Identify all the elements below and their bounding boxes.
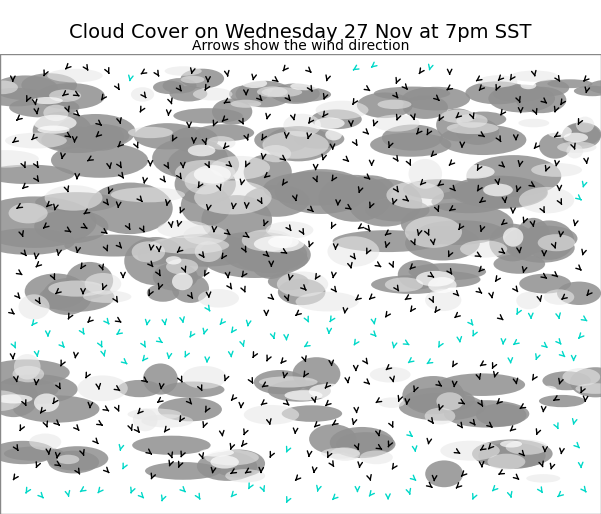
- Text: Arrows show the wind direction: Arrows show the wind direction: [192, 39, 409, 52]
- Text: Cloud Cover on Wednesday 27 Nov at 7pm SST: Cloud Cover on Wednesday 27 Nov at 7pm S…: [69, 23, 532, 42]
